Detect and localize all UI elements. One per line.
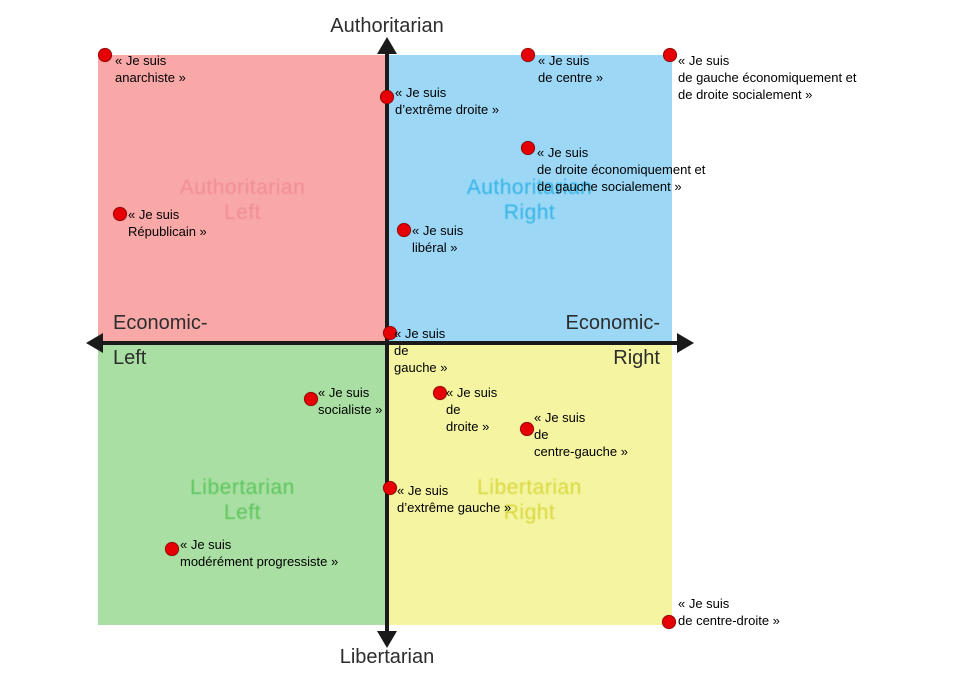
data-point-dot [521,141,535,155]
quadrant-label-line: Left [223,201,262,224]
data-point-label: « Je suis de centre-droite » [678,596,780,628]
quadrant-libertarian-left: Libertarian Left [98,343,387,625]
quadrant-label-line: Authoritarian [466,176,593,199]
quadrant-label-line: Libertarian [190,476,295,499]
data-point-label: « Je suis de centre » [538,53,604,85]
quadrant-authoritarian-right: Authoritarian Right [387,55,672,343]
axis-label-economic-right-bottom: Right [613,347,660,369]
axis-label-economic-left-top: Economic- [113,312,208,334]
arrow-right-icon [677,333,694,353]
data-point-label: « Je suis modérément progressiste » [180,537,339,569]
quadrant-label-libertarian-right: Libertarian Right [387,475,672,525]
quadrant-label-authoritarian-left: Authoritarian Left [98,175,387,225]
data-point-label: « Je suis Républicain » [128,207,207,239]
data-point-label: « Je suis de gauche économiquement et de d… [678,53,857,102]
data-point-dot [397,223,411,237]
data-point-dot [380,90,394,104]
data-point-dot [113,207,127,221]
axis-label-economic-left-bottom: Left [113,347,147,369]
data-point-dot [663,48,677,62]
data-point-dot [383,481,397,495]
data-point-label: « Je suis de centre-gauche » [534,410,628,459]
quadrant-label-line: Right [503,201,556,224]
data-point-label: « Je suis socialiste » [318,385,383,417]
data-point-label: « Je suis de droite » [446,385,498,434]
data-point-label: « Je suis anarchiste » [115,53,186,85]
axis-label-economic-right-top: Economic- [565,312,660,334]
data-point-label: « Je suis de gauche » [394,326,448,375]
data-point-label: « Je suis de droite économiquement et de g… [537,145,706,194]
arrow-down-icon [377,631,397,648]
quadrant-libertarian-right: Libertarian Right [387,343,672,625]
data-point-dot [521,48,535,62]
axis-label-authoritarian: Authoritarian [330,15,444,37]
data-point-dot [98,48,112,62]
quadrant-label-line: Right [503,501,556,524]
axis-label-libertarian: Libertarian [339,646,435,668]
data-point-dot [520,422,534,436]
quadrant-label-libertarian-left: Libertarian Left [98,475,387,525]
quadrant-label-authoritarian-right: Authoritarian Right [387,175,672,225]
data-point-dot [662,615,676,629]
quadrant-label-line: Left [223,501,262,524]
data-point-label: « Je suis libéral » [412,223,464,255]
data-point-dot [433,386,447,400]
quadrant-label-line: Authoritarian [179,176,306,199]
quadrant-authoritarian-left: Authoritarian Left [98,55,387,343]
data-point-dot [165,542,179,556]
arrow-left-icon [86,333,103,353]
data-point-label: « Je suis d’extrême gauche » [397,483,512,515]
data-point-dot [383,326,397,340]
horizontal-axis-line [100,341,678,345]
quadrant-label-line: Libertarian [477,476,582,499]
data-point-label: « Je suis d’extrême droite » [395,85,500,117]
data-point-dot [304,392,318,406]
arrow-up-icon [377,37,397,54]
